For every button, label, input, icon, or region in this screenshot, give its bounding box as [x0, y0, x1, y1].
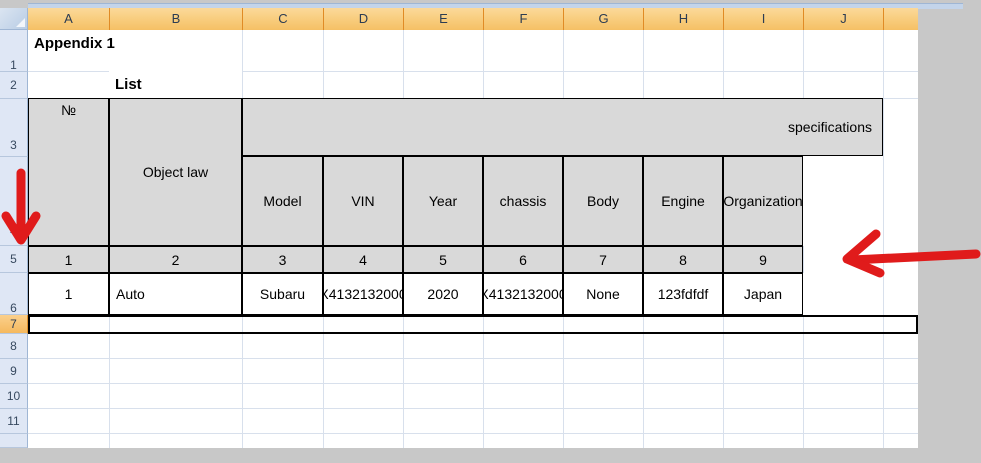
column-header-c[interactable]: C	[243, 8, 324, 30]
row-header-3[interactable]: 3	[0, 99, 28, 157]
column-number-1[interactable]: 1	[28, 246, 109, 273]
column-header-e[interactable]: E	[404, 8, 484, 30]
column-header-h[interactable]: H	[644, 8, 724, 30]
row-header-2[interactable]: 2	[0, 72, 28, 99]
table-header-engine[interactable]: Engine	[643, 156, 723, 246]
table-group-header-specifications[interactable]: specifications	[242, 98, 883, 156]
row-header-8[interactable]: 8	[0, 334, 28, 359]
column-number-6[interactable]: 6	[483, 246, 563, 273]
column-number-2[interactable]: 2	[109, 246, 242, 273]
table-header-body[interactable]: Body	[563, 156, 643, 246]
column-header-b[interactable]: B	[110, 8, 243, 30]
sheet-subtitle[interactable]: List	[109, 71, 242, 98]
column-header-f[interactable]: F	[484, 8, 564, 30]
row-header-4[interactable]: 4	[0, 157, 28, 246]
row-header-9[interactable]: 9	[0, 359, 28, 384]
spreadsheet-grid: A B C D E F G H I J 1 2 3 4 5 6 7 8 9 10…	[0, 8, 918, 448]
row-header-gutter: 1 2 3 4 5 6 7 8 9 10 11	[0, 30, 28, 448]
empty-cell-j4[interactable]	[803, 156, 883, 246]
column-number-3[interactable]: 3	[242, 246, 323, 273]
selected-row-7[interactable]	[28, 315, 918, 334]
column-number-5[interactable]: 5	[403, 246, 483, 273]
table-cell-body[interactable]: None	[563, 273, 643, 315]
gridline-h-11	[28, 433, 918, 434]
empty-cell-j6[interactable]	[803, 273, 883, 315]
column-header-d[interactable]: D	[324, 8, 404, 30]
table-cell-model[interactable]: Subaru	[242, 273, 323, 315]
row-header-11[interactable]: 11	[0, 409, 28, 434]
column-header-a[interactable]: A	[28, 8, 110, 30]
table-header-year[interactable]: Year	[403, 156, 483, 246]
select-all-corner[interactable]	[0, 8, 28, 30]
gridline-h-8	[28, 358, 918, 359]
horizontal-scrollbar-strip[interactable]	[28, 3, 963, 9]
gridline-h-10	[28, 408, 918, 409]
row-header-6[interactable]: 6	[0, 273, 28, 315]
table-header-number-sign[interactable]: №	[28, 98, 109, 246]
table-cell-vin[interactable]: X4132132000	[323, 273, 403, 315]
column-header-i[interactable]: I	[724, 8, 804, 30]
gridline-h-9	[28, 383, 918, 384]
table-cell-year[interactable]: 2020	[403, 273, 483, 315]
column-header-j[interactable]: J	[804, 8, 884, 30]
table-cell-chassis[interactable]: X4132132000	[483, 273, 563, 315]
column-number-8[interactable]: 8	[643, 246, 723, 273]
table-header-vin[interactable]: VIN	[323, 156, 403, 246]
page-title[interactable]: Appendix 1	[28, 30, 242, 71]
sheet-body: Appendix 1 List № Object law specificati…	[28, 30, 918, 448]
table-cell-number[interactable]: 1	[28, 273, 109, 315]
table-cell-engine[interactable]: 123fdfdf	[643, 273, 723, 315]
column-number-4[interactable]: 4	[323, 246, 403, 273]
table-cell-organization[interactable]: Japan	[723, 273, 803, 315]
row-header-10[interactable]: 10	[0, 384, 28, 409]
table-header-organization[interactable]: Organization	[723, 156, 803, 246]
column-header-row: A B C D E F G H I J	[0, 8, 918, 31]
row-header-5[interactable]: 5	[0, 246, 28, 273]
column-number-7[interactable]: 7	[563, 246, 643, 273]
table-header-object-law[interactable]: Object law	[109, 98, 242, 246]
table-header-chassis[interactable]: chassis	[483, 156, 563, 246]
table-header-model[interactable]: Model	[242, 156, 323, 246]
row-header-7[interactable]: 7	[0, 315, 28, 334]
gridline-h-1	[28, 71, 918, 72]
column-header-g[interactable]: G	[564, 8, 644, 30]
gridline-v-j	[883, 30, 884, 448]
top-strip	[0, 0, 981, 9]
row-header-1[interactable]: 1	[0, 30, 28, 72]
column-header-k-partial[interactable]	[884, 8, 918, 30]
column-number-9[interactable]: 9	[723, 246, 803, 273]
row-header-12-partial[interactable]	[0, 434, 28, 448]
table-cell-object-law[interactable]: Auto	[109, 273, 242, 315]
